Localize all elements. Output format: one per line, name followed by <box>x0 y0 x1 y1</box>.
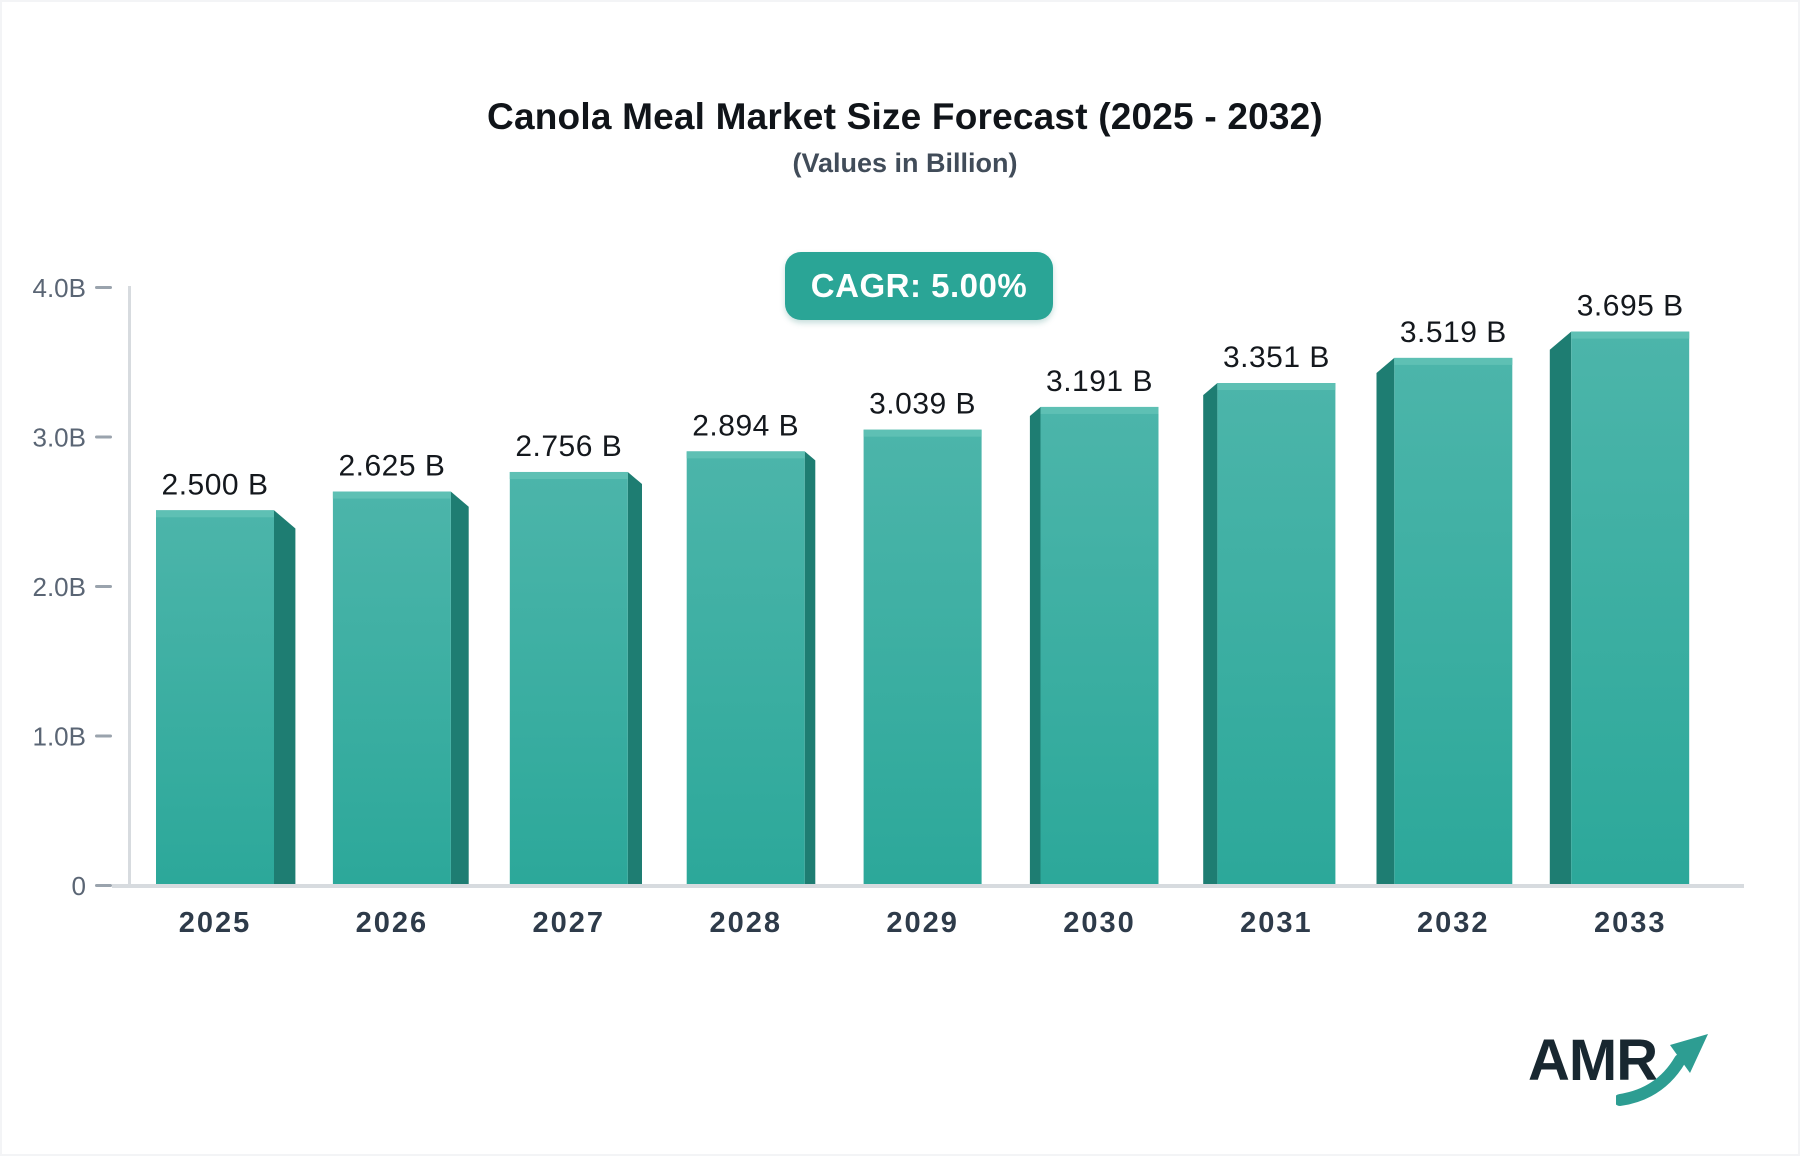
bar-side-face <box>1376 357 1395 884</box>
y-tick <box>95 734 112 738</box>
bar <box>1571 331 1690 884</box>
x-axis-label: 2028 <box>709 907 782 939</box>
bar-top-face <box>332 491 451 499</box>
y-tick <box>95 585 112 588</box>
bar-top-face <box>509 471 628 479</box>
x-axis-label: 2031 <box>1240 907 1313 939</box>
bar-side-face <box>1549 331 1572 884</box>
y-tick <box>95 435 112 439</box>
x-axis-label: 2030 <box>1063 907 1136 939</box>
cagr-badge-label: CAGR: 5.00% <box>810 267 1028 304</box>
bar-top-face <box>156 510 274 518</box>
x-axis-label: 2032 <box>1417 907 1490 939</box>
bar-side-face <box>1203 383 1218 884</box>
bar-value-label: 2.894 B <box>692 409 799 442</box>
amr-logo-text: AMR <box>1528 1028 1658 1093</box>
y-axis-label: 0 <box>72 871 86 901</box>
y-axis-label: 1.0B <box>33 722 87 752</box>
x-axis-label: 2033 <box>1594 907 1667 939</box>
y-tick <box>95 286 112 289</box>
cagr-badge: CAGR: 5.00% <box>785 252 1053 320</box>
chart-title: Canola Meal Market Size Forecast (2025 -… <box>487 96 1323 137</box>
bar-value-label: 3.351 B <box>1223 341 1330 374</box>
bar-top-face <box>1571 331 1690 339</box>
bar-top-face <box>1217 383 1336 391</box>
y-axis-label: 2.0B <box>33 572 87 602</box>
bar <box>509 471 628 884</box>
bar-value-label: 2.500 B <box>162 468 269 501</box>
bar <box>686 451 805 884</box>
logo-growth-arrow-icon <box>1616 1034 1708 1106</box>
bar-value-label: 3.191 B <box>1046 365 1153 398</box>
bar-top-face <box>1394 357 1513 365</box>
bar-side-face <box>274 510 296 884</box>
y-axis-label: 3.0B <box>33 423 87 453</box>
x-axis-label: 2026 <box>356 907 429 939</box>
bar <box>156 510 274 884</box>
bar <box>1394 357 1513 884</box>
bar-side-face <box>450 491 469 884</box>
bar <box>1217 383 1336 884</box>
x-axis-label: 2027 <box>533 907 606 939</box>
bar <box>863 429 982 884</box>
x-axis-line <box>112 884 1744 888</box>
bar-side-face <box>627 471 642 884</box>
bar-value-label: 2.625 B <box>338 450 445 483</box>
y-tick <box>95 884 112 887</box>
bar-top-face <box>863 429 982 437</box>
bar-top-face <box>1040 406 1159 414</box>
x-axis-label: 2029 <box>886 907 959 939</box>
y-axis-label: 4.0B <box>33 273 87 303</box>
bar-value-label: 2.756 B <box>515 430 622 463</box>
x-axis-label: 2025 <box>179 907 252 939</box>
bar-value-label: 3.519 B <box>1400 316 1507 349</box>
bar-value-label: 3.695 B <box>1577 290 1684 323</box>
y-axis-line <box>128 286 131 888</box>
bar-top-face <box>686 451 805 459</box>
chart-subtitle: (Values in Billion) <box>792 148 1018 178</box>
bar <box>1040 406 1159 884</box>
amr-logo: AMR <box>1528 1032 1728 1122</box>
bar <box>332 491 451 884</box>
bar-value-label: 3.039 B <box>869 388 976 421</box>
bar-side-face <box>804 451 816 884</box>
bar-side-face <box>1029 406 1041 884</box>
